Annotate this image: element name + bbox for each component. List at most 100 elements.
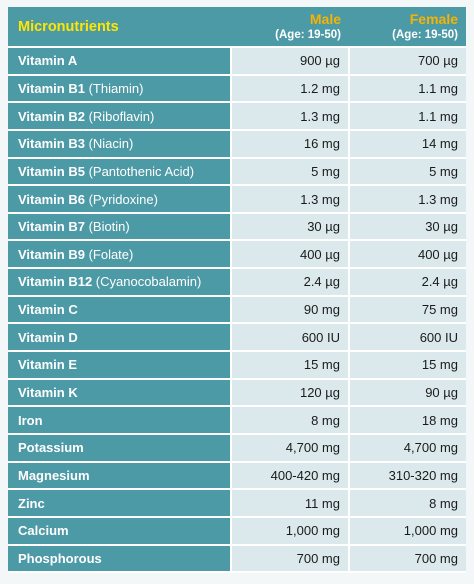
table-row: Vitamin A 900 µg 700 µg <box>8 47 466 76</box>
nutrient-alt-name: (Riboflavin) <box>84 108 155 124</box>
nutrient-name-cell: Vitamin B1 (Thiamin) <box>8 74 231 104</box>
table-row: Vitamin B5 (Pantothenic Acid) 5 mg 5 mg <box>8 157 466 187</box>
nutrient-name: Vitamin E <box>18 357 78 373</box>
nutrient-name: Vitamin C <box>18 302 78 318</box>
nutrient-name: Vitamin B12 <box>18 274 93 290</box>
female-value: 700 µg <box>348 47 466 76</box>
nutrient-name-cell: Vitamin B3 (Niacin) <box>8 129 231 159</box>
nutrient-alt-name: (Niacin) <box>84 136 134 152</box>
nutrient-alt-name: (Thiamin) <box>84 80 144 96</box>
nutrient-name: Zinc <box>18 495 45 511</box>
nutrient-name-cell: Calcium <box>8 516 231 546</box>
table-row: Vitamin B9 (Folate) 400 µg 400 µg <box>8 240 466 270</box>
male-value: 120 µg <box>230 378 349 408</box>
table-row: Phosphorous 700 mg 700 mg <box>8 544 466 574</box>
nutrient-name: Potassium <box>18 440 84 456</box>
table-row: Zinc 11 mg 8 mg <box>8 489 466 518</box>
nutrient-name: Vitamin D <box>18 329 78 345</box>
nutrient-name: Vitamin B2 <box>18 108 85 124</box>
female-value: 1.1 mg <box>348 102 466 131</box>
male-value: 11 mg <box>230 489 349 518</box>
nutrient-name-cell: Zinc <box>8 489 231 518</box>
nutrient-name-cell: Vitamin E <box>8 351 231 380</box>
female-value: 400 µg <box>348 240 466 270</box>
nutrient-name: Vitamin B7 <box>18 219 85 235</box>
table-row: Vitamin B6 (Pyridoxine) 1.3 mg 1.3 mg <box>8 185 466 214</box>
female-value: 310-320 mg <box>348 461 466 491</box>
nutrient-name: Magnesium <box>18 467 90 483</box>
male-value: 1.2 mg <box>230 74 349 104</box>
male-value: 600 IU <box>230 323 349 353</box>
male-value: 1,000 mg <box>230 516 349 546</box>
header-row: Micronutrients Male (Age: 19-50) Female … <box>8 7 466 48</box>
male-value: 1.3 mg <box>230 102 349 131</box>
nutrient-name-cell: Vitamin B6 (Pyridoxine) <box>8 185 231 214</box>
table-row: Magnesium 400-420 mg 310-320 mg <box>8 461 466 491</box>
female-value: 14 mg <box>348 129 466 159</box>
nutrient-name: Iron <box>18 412 43 428</box>
nutrient-name-cell: Vitamin D <box>8 323 231 353</box>
male-value: 8 mg <box>230 406 349 435</box>
nutrient-name-cell: Vitamin K <box>8 378 231 408</box>
female-label: Female <box>409 11 458 27</box>
table-row: Vitamin B3 (Niacin) 16 mg 14 mg <box>8 129 466 159</box>
female-value: 15 mg <box>348 351 466 380</box>
female-value: 1.1 mg <box>348 74 466 104</box>
table-row: Vitamin B7 (Biotin) 30 µg 30 µg <box>8 212 466 242</box>
nutrient-name-cell: Vitamin B12 (Cyanocobalamin) <box>8 268 231 297</box>
male-value: 400-420 mg <box>230 461 349 491</box>
nutrient-alt-name: (Cyanocobalamin) <box>92 274 202 290</box>
nutrient-alt-name: (Pyridoxine) <box>84 191 158 207</box>
nutrient-name: Vitamin B6 <box>18 191 85 207</box>
female-value: 600 IU <box>348 323 466 353</box>
male-age-label: (Age: 19-50) <box>275 29 341 41</box>
female-age-label: (Age: 19-50) <box>392 29 458 41</box>
male-value: 16 mg <box>230 129 349 159</box>
table-row: Vitamin K 120 µg 90 µg <box>8 378 466 408</box>
table-header: Micronutrients Male (Age: 19-50) Female … <box>8 7 466 48</box>
nutrient-name: Vitamin A <box>18 53 78 69</box>
nutrient-name: Vitamin B9 <box>18 246 85 262</box>
male-value: 30 µg <box>230 212 349 242</box>
table-row: Vitamin D 600 IU 600 IU <box>8 323 466 353</box>
female-value: 8 mg <box>348 489 466 518</box>
nutrient-name-cell: Magnesium <box>8 461 231 491</box>
table-row: Potassium 4,700 mg 4,700 mg <box>8 433 466 463</box>
male-value: 2.4 µg <box>230 268 349 297</box>
table-row: Vitamin E 15 mg 15 mg <box>8 351 466 380</box>
male-label: Male <box>309 11 341 27</box>
male-value: 900 µg <box>230 47 349 76</box>
nutrient-name-cell: Iron <box>8 406 231 435</box>
female-value: 1.3 mg <box>348 185 466 214</box>
female-value: 90 µg <box>348 378 466 408</box>
male-value: 90 mg <box>230 295 349 325</box>
table-row: Vitamin B12 (Cyanocobalamin) 2.4 µg 2.4 µg <box>8 268 466 297</box>
table-row: Vitamin B2 (Riboflavin) 1.3 mg 1.1 mg <box>8 102 466 131</box>
male-value: 15 mg <box>230 351 349 380</box>
nutrient-name-cell: Vitamin B2 (Riboflavin) <box>8 102 231 131</box>
male-value: 5 mg <box>230 157 349 187</box>
female-value: 1,000 mg <box>348 516 466 546</box>
nutrient-alt-name: (Folate) <box>84 246 134 262</box>
male-value: 4,700 mg <box>230 433 349 463</box>
nutrient-name-cell: Vitamin A <box>8 47 231 76</box>
nutrient-name-cell: Vitamin B9 (Folate) <box>8 240 231 270</box>
female-value: 75 mg <box>348 295 466 325</box>
female-value: 5 mg <box>348 157 466 187</box>
nutrient-name-cell: Vitamin B5 (Pantothenic Acid) <box>8 157 231 187</box>
header-female: Female (Age: 19-50) <box>349 7 466 48</box>
nutrient-name: Vitamin B5 <box>18 163 85 179</box>
nutrient-name-cell: Phosphorous <box>8 544 231 574</box>
nutrient-name: Phosphorous <box>18 550 102 566</box>
table-row: Vitamin B1 (Thiamin) 1.2 mg 1.1 mg <box>8 74 466 104</box>
nutrient-name: Vitamin B1 <box>18 80 85 96</box>
male-value: 1.3 mg <box>230 185 349 214</box>
female-value: 30 µg <box>348 212 466 242</box>
table-row: Iron 8 mg 18 mg <box>8 406 466 435</box>
nutrient-name-cell: Vitamin B7 (Biotin) <box>8 212 231 242</box>
table-body: Vitamin A 900 µg 700 µg Vitamin B1 (Thiamin… <box>8 47 466 574</box>
nutrient-name-cell: Potassium <box>8 433 231 463</box>
female-value: 700 mg <box>348 544 466 574</box>
nutrient-name-cell: Vitamin C <box>8 295 231 325</box>
